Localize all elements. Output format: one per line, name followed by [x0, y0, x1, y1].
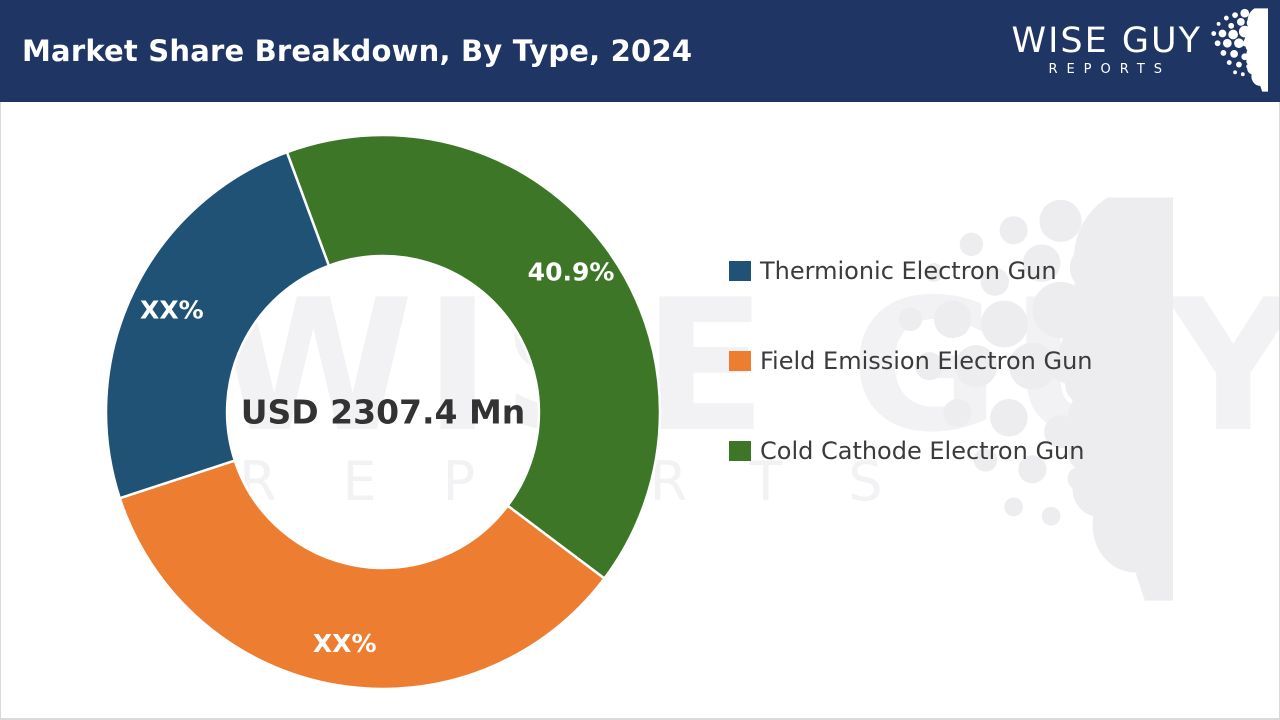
- donut-segment-field-emission-electron-gun: [118, 459, 606, 691]
- slice-label: 40.9%: [528, 257, 615, 286]
- donut-segment-cold-cathode-electron-gun: [285, 133, 662, 580]
- legend-swatch-thermionic: [729, 261, 751, 281]
- logo-subtext: REPORTS: [1048, 61, 1172, 77]
- slice-label: XX%: [140, 296, 204, 325]
- chart-area: WISE GUY REPORTS 40.9%XX%XX% USD 2307.4 …: [0, 102, 1280, 720]
- logo-head-icon: [1211, 8, 1268, 92]
- page-title: Market Share Breakdown, By Type, 2024: [22, 34, 693, 68]
- legend: Thermionic Electron Gun Field Emission E…: [729, 255, 1093, 525]
- legend-swatch-cold-cathode: [729, 441, 751, 461]
- legend-label: Field Emission Electron Gun: [760, 347, 1093, 375]
- legend-item-field-emission: Field Emission Electron Gun: [729, 345, 1093, 377]
- logo-wordmark: WISE GUY: [1011, 21, 1202, 62]
- legend-item-thermionic: Thermionic Electron Gun: [729, 255, 1093, 287]
- legend-item-cold-cathode: Cold Cathode Electron Gun: [729, 435, 1093, 467]
- donut-chart-container: 40.9% XX% XX% USD 2307.4 Mn: [103, 132, 663, 692]
- legend-swatch-field-emission: [729, 351, 751, 371]
- donut-segment-thermionic-electron-gun: [104, 150, 331, 500]
- legend-label: Cold Cathode Electron Gun: [760, 437, 1085, 465]
- slice-label: XX%: [313, 629, 377, 658]
- donut-chart: 40.9% XX% XX%: [104, 133, 662, 691]
- header-bar: Market Share Breakdown, By Type, 2024 WI…: [0, 0, 1280, 102]
- logo: WISE GUY REPORTS: [1011, 8, 1268, 92]
- donut-center-label: USD 2307.4 Mn: [240, 392, 526, 432]
- legend-label: Thermionic Electron Gun: [760, 257, 1057, 285]
